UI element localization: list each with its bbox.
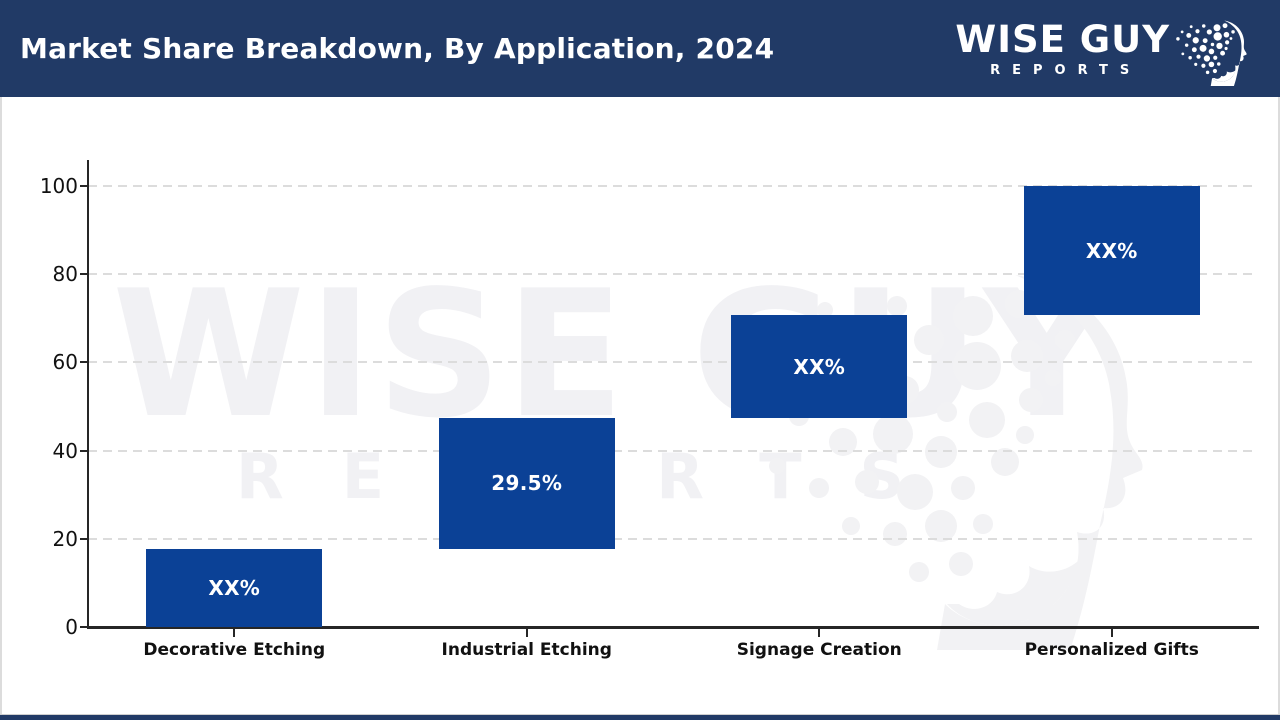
footer-hairline (0, 714, 1280, 715)
y-tick-mark (80, 626, 88, 628)
gridline (88, 537, 1258, 540)
x-category-label: Personalized Gifts (1024, 640, 1199, 660)
brand-wordmark: WISE GUY (955, 17, 1170, 61)
brand-logo-text: WISE GUY REPORTS (955, 21, 1170, 77)
x-tick-mark (525, 629, 528, 637)
x-category-label: Decorative Etching (143, 640, 326, 660)
bar-segment: XX% (1023, 186, 1200, 316)
brand-subtext: REPORTS (990, 62, 1142, 78)
y-tick-mark (80, 449, 88, 452)
brand-logo: WISE GUY REPORTS (955, 11, 1254, 86)
gridline (88, 361, 1258, 364)
y-tick-label: 40 (52, 438, 78, 463)
brand-dot-face-icon (1176, 20, 1247, 86)
y-tick-mark (80, 537, 88, 540)
x-axis-spine (87, 626, 1259, 629)
x-tick-mark (1110, 629, 1113, 637)
chart-title: Market Share Breakdown, By Application, … (20, 32, 775, 65)
gridline (88, 185, 1258, 187)
y-tick-label: 60 (52, 350, 78, 375)
bar-value-label: XX% (208, 575, 261, 600)
y-tick-mark (80, 273, 88, 276)
bar-value-label: XX% (793, 354, 846, 379)
footer-strip (0, 715, 1280, 720)
y-tick-mark (80, 185, 88, 187)
x-category-label: Industrial Etching (441, 640, 612, 660)
bar-segment: XX% (731, 315, 908, 419)
y-tick-mark (80, 361, 88, 364)
y-tick-label: 100 (39, 174, 78, 198)
bar-segment: 29.5% (438, 418, 615, 549)
y-tick-label: 0 (65, 615, 78, 639)
y-tick-label: 80 (52, 262, 78, 287)
x-category-label: Signage Creation (736, 640, 902, 660)
gridline (88, 449, 1258, 452)
bar-value-label: XX% (1085, 238, 1138, 263)
x-tick-mark (818, 629, 821, 637)
bar-segment: XX% (146, 548, 323, 627)
bar-value-label: 29.5% (491, 471, 563, 496)
header-bar: Market Share Breakdown, By Application, … (0, 0, 1280, 97)
y-tick-label: 20 (52, 526, 78, 551)
y-axis-spine (87, 160, 89, 628)
x-tick-mark (233, 629, 236, 637)
gridline (88, 273, 1258, 276)
